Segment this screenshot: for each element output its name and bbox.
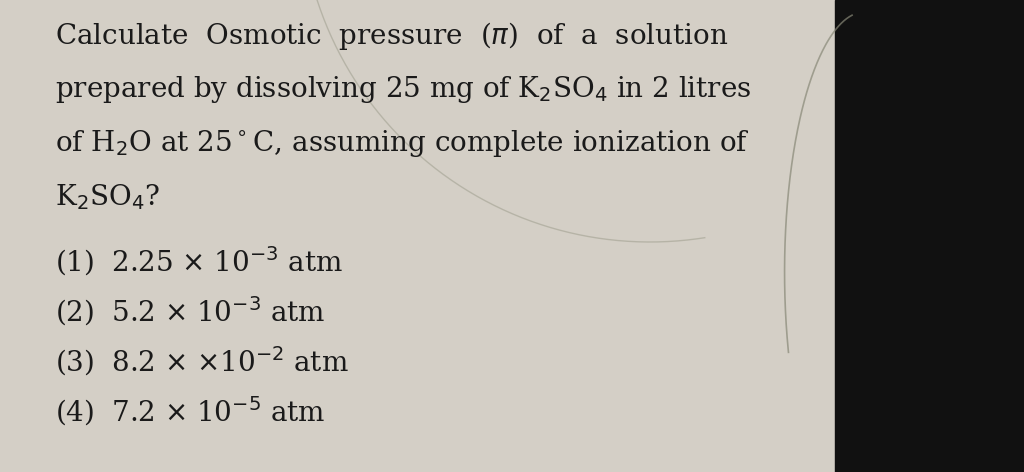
Text: prepared by dissolving 25 mg of K$_2$SO$_4$ in 2 litres: prepared by dissolving 25 mg of K$_2$SO$… [55, 74, 752, 105]
Text: (2)  5.2 $\times$ 10$^{-3}$ atm: (2) 5.2 $\times$ 10$^{-3}$ atm [55, 294, 326, 328]
Bar [835, 0, 1024, 472]
Text: of H$_2$O at 25$^\circ$C, assuming complete ionization of: of H$_2$O at 25$^\circ$C, assuming compl… [55, 128, 750, 159]
Text: Calculate  Osmotic  pressure  ($\pi$)  of  a  solution: Calculate Osmotic pressure ($\pi$) of a … [55, 20, 728, 52]
Text: (3)  8.2 $\times$ $\times$10$^{-2}$ atm: (3) 8.2 $\times$ $\times$10$^{-2}$ atm [55, 344, 348, 378]
Text: K$_2$SO$_4$?: K$_2$SO$_4$? [55, 182, 160, 212]
Text: (4)  7.2 $\times$ 10$^{-5}$ atm: (4) 7.2 $\times$ 10$^{-5}$ atm [55, 394, 326, 428]
Text: (1)  2.25 $\times$ 10$^{-3}$ atm: (1) 2.25 $\times$ 10$^{-3}$ atm [55, 244, 343, 278]
